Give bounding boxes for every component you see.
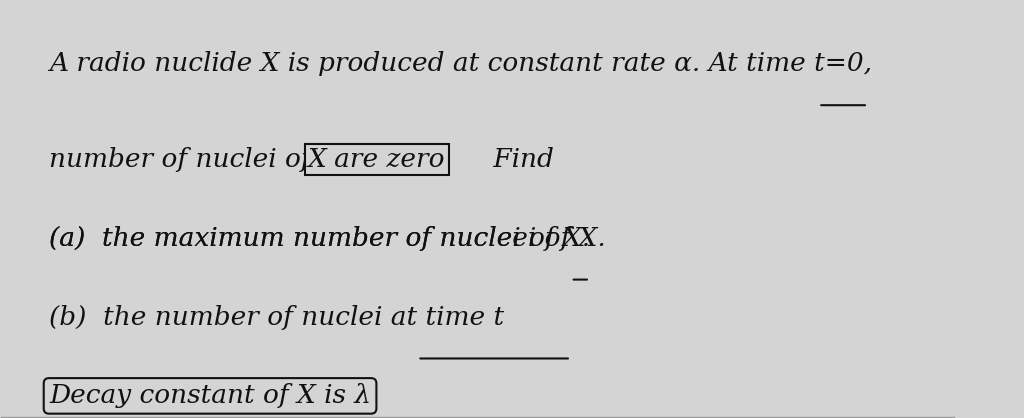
Text: (a)  the maximum number of nucleei of X.: (a) the maximum number of nucleei of X. [49, 226, 606, 251]
Text: number of nuclei of: number of nuclei of [49, 147, 319, 172]
Text: (b)  the number of nuclei at time t: (b) the number of nuclei at time t [49, 304, 504, 329]
Text: A radio nuclide X is produced at constant rate α. At time t​=​0,: A radio nuclide X is produced at constan… [49, 51, 872, 76]
Text: Find: Find [485, 147, 554, 172]
Text: X are zero: X are zero [308, 147, 445, 172]
Text: (a)  the maximum number of nuclei of X.: (a) the maximum number of nuclei of X. [49, 226, 590, 251]
Text: Decay constant of X is λ: Decay constant of X is λ [49, 383, 371, 408]
